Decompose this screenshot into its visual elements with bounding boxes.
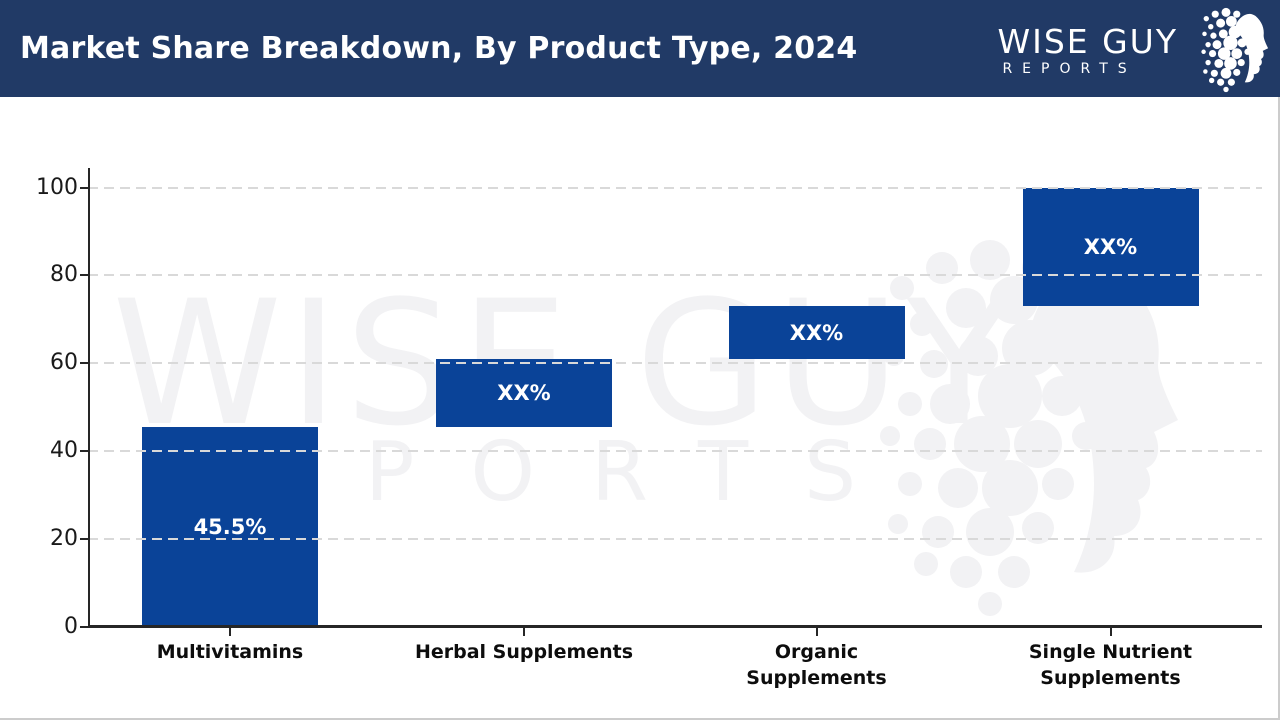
category-label: Single Nutrient Supplements (1028, 641, 1193, 689)
gridline-40 (88, 450, 1262, 453)
bar-value-label: 45.5% (193, 515, 267, 539)
y-tick-label-80: 80 (50, 262, 78, 288)
bar-value-label: XX% (497, 380, 551, 405)
y-tick-mark (80, 362, 88, 365)
category-label: Organic Supplements (746, 641, 887, 689)
gridline-20 (88, 538, 1262, 541)
chart-title: Market Share Breakdown, By Product Type,… (20, 31, 858, 66)
y-tick-label-40: 40 (50, 438, 78, 464)
x-tick-mark (815, 628, 818, 636)
gridline-60 (88, 362, 1262, 365)
bar-single-nutrient-supplements: XX% (1022, 187, 1199, 307)
logo-wordmark: WISE GUY (997, 21, 1178, 61)
y-tick-mark (80, 538, 88, 541)
y-axis-line (88, 168, 90, 628)
bar-multivitamins: 45.5% (142, 427, 318, 627)
category-label: Herbal Supplements (414, 641, 634, 663)
header: Market Share Breakdown, By Product Type,… (0, 0, 1280, 97)
x-tick-mark (523, 628, 525, 636)
bar-organic-supplements: XX% (728, 306, 905, 359)
x-tick-mark (229, 628, 231, 636)
logo-text: WISE GUY REPORTS (997, 25, 1178, 76)
y-tick-mark (80, 186, 88, 189)
y-tick-label-100: 100 (36, 174, 78, 200)
gridline-100 (88, 186, 1262, 189)
y-tick-label-60: 60 (50, 350, 78, 376)
category-label: Multivitamins (156, 641, 304, 663)
y-tick-label-0: 0 (64, 614, 78, 639)
y-tick-mark (80, 626, 88, 628)
wiseguy-face-icon (1180, 7, 1272, 93)
x-axis-line (88, 625, 1262, 628)
logo-subtitle: REPORTS (1002, 60, 1137, 77)
y-tick-label-20: 20 (50, 526, 78, 552)
wiseguy-logo: WISE GUY REPORTS (997, 6, 1272, 94)
y-tick-mark (80, 274, 88, 277)
bar-value-label: XX% (789, 320, 844, 345)
watermark-text-line2: PORTS (365, 425, 913, 520)
y-tick-mark (80, 450, 88, 453)
x-tick-mark (1109, 628, 1112, 636)
bottom-border (0, 718, 1280, 720)
bar-herbal-supplements: XX% (436, 358, 612, 427)
bar-value-label: XX% (1083, 234, 1138, 259)
gridline-80 (88, 274, 1262, 277)
